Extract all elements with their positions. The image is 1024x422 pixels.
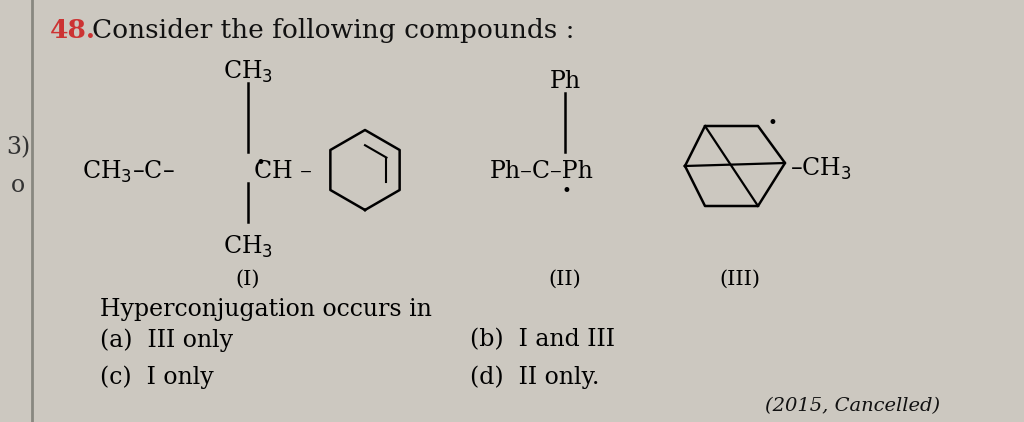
- Text: (I): (I): [236, 270, 260, 289]
- Text: (III): (III): [720, 270, 761, 289]
- Text: CH –: CH –: [254, 160, 312, 184]
- Text: Consider the following compounds :: Consider the following compounds :: [92, 18, 574, 43]
- Text: •: •: [256, 154, 266, 171]
- Text: (b)  I and III: (b) I and III: [470, 328, 615, 351]
- Text: (2015, Cancelled): (2015, Cancelled): [765, 397, 940, 415]
- Text: Ph–C–Ph: Ph–C–Ph: [490, 160, 594, 184]
- Text: (a)  III only: (a) III only: [100, 328, 233, 352]
- Text: –CH$_3$: –CH$_3$: [790, 156, 852, 182]
- Text: •: •: [768, 116, 778, 133]
- Text: o: o: [11, 173, 25, 197]
- Text: CH$_3$–C–: CH$_3$–C–: [82, 159, 175, 185]
- Text: 48.: 48.: [50, 18, 96, 43]
- Text: Hyperconjugation occurs in: Hyperconjugation occurs in: [100, 298, 432, 321]
- Text: (II): (II): [549, 270, 582, 289]
- Text: 3): 3): [6, 136, 30, 160]
- Text: •: •: [561, 183, 571, 200]
- Text: (d)  II only.: (d) II only.: [470, 365, 599, 389]
- Text: CH$_3$: CH$_3$: [223, 59, 273, 85]
- Text: (c)  I only: (c) I only: [100, 365, 214, 389]
- Text: CH$_3$: CH$_3$: [223, 234, 273, 260]
- Text: Ph: Ph: [550, 70, 581, 94]
